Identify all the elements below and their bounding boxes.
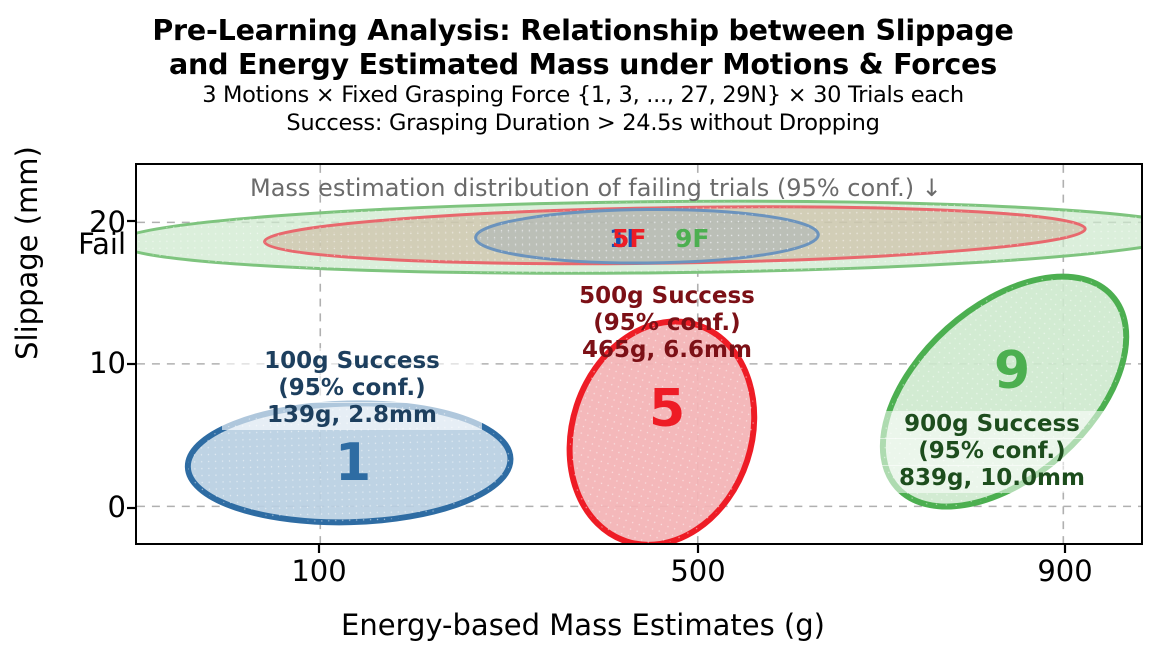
annotation-500g-line-2: (95% conf.) xyxy=(593,310,741,336)
annotation-900g-line-3: 839g, 10.0mm xyxy=(852,465,1132,493)
plot-area: Mass estimation distribution of failing … xyxy=(135,163,1143,545)
plot-graphics xyxy=(137,165,1141,543)
fail-distribution-note: Mass estimation distribution of failing … xyxy=(250,174,942,202)
y-axis-title: Slippage (mm) xyxy=(10,146,44,360)
fail-tag-9F: 9F xyxy=(675,224,710,253)
marker-label-900g: 9 xyxy=(994,341,1031,401)
x-tick-label-500: 500 xyxy=(670,554,726,588)
fail-tag-1F: 1F xyxy=(609,224,644,253)
x-tick-label-900: 900 xyxy=(1037,554,1093,588)
success-ellipse-500g-texture xyxy=(569,321,755,543)
y-tick-label-0: 0 xyxy=(107,490,126,524)
chart-subtitle-line-2: Success: Grasping Duration > 24.5s witho… xyxy=(286,109,880,136)
annotation-900g-line-2: (95% conf.) xyxy=(852,438,1132,466)
annotation-500g-line-1: 500g Success xyxy=(579,283,755,309)
marker-label-500g: 5 xyxy=(649,379,686,439)
marker-label-100g: 1 xyxy=(335,433,372,493)
chart-title-line-1: Pre-Learning Analysis: Relationship betw… xyxy=(152,14,1014,47)
fail-tag-5F: 5F xyxy=(612,224,647,253)
y-tick-label-fail: Fail xyxy=(78,227,126,261)
success-ellipse-100g-texture xyxy=(187,403,511,523)
success-ellipse-900g-texture xyxy=(882,276,1127,507)
y-tick-label-20: 20 xyxy=(89,205,126,239)
annotation-900g-line-1: 900g Success xyxy=(852,411,1132,439)
annotation-500g-line-3: 465g, 6.6mm xyxy=(582,337,752,363)
chart-subtitle-line-1: 3 Motions × Fixed Grasping Force {1, 3, … xyxy=(202,82,964,108)
title-block: Pre-Learning Analysis: Relationship betw… xyxy=(0,14,1166,137)
x-tick-label-100: 100 xyxy=(291,554,347,588)
annotation-100g-line-1: 100g Success xyxy=(222,348,482,376)
fail-ellipse-1F-texture xyxy=(475,209,819,264)
y-tick-label-10: 10 xyxy=(89,346,126,380)
x-axis-title: Energy-based Mass Estimates (g) xyxy=(341,608,825,642)
annotation-100g-line-3: 139g, 2.8mm xyxy=(222,402,482,430)
chart-title-line-2: and Energy Estimated Mass under Motions … xyxy=(168,48,998,81)
annotation-100g-line-2: (95% conf.) xyxy=(222,375,482,403)
